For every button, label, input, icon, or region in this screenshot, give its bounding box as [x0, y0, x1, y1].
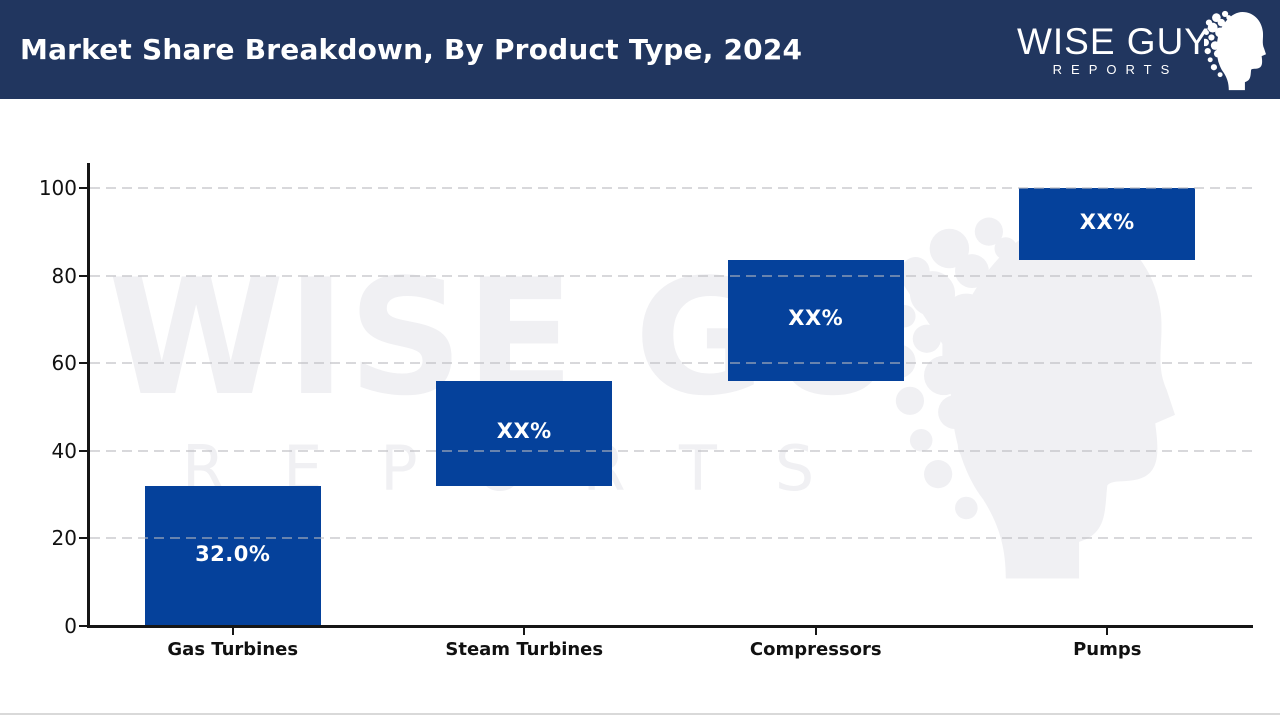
x-axis	[87, 625, 1253, 628]
y-tick-label: 80	[51, 263, 77, 288]
bar-value-label: 32.0%	[195, 541, 271, 566]
y-tickmark	[79, 187, 87, 189]
logo-wordmark: WISE GUY	[1016, 20, 1210, 62]
gridline	[90, 449, 1253, 452]
x-tickmark	[523, 628, 526, 635]
y-tickmark	[79, 362, 87, 365]
y-tick-label: 60	[51, 351, 77, 376]
bar-segment[interactable]	[727, 260, 904, 381]
watermark-head-dots-icon	[893, 217, 1175, 579]
header-bar: Market Share Breakdown, By Product Type,…	[0, 0, 1280, 99]
category-label: Compressors	[749, 639, 882, 660]
bar-segment[interactable]	[144, 485, 321, 626]
gridline	[90, 274, 1253, 277]
logo-text: WISE GUY REPORTS	[1016, 20, 1210, 78]
logo-head-dots-icon	[1204, 10, 1266, 90]
y-tickmark	[79, 625, 87, 627]
bottom-divider	[0, 713, 1280, 715]
bar-value-label: XX%	[788, 306, 844, 331]
y-axis	[87, 163, 90, 628]
gridline	[90, 362, 1253, 365]
category-label: Gas Turbines	[167, 639, 299, 660]
bar-segment[interactable]	[436, 380, 613, 486]
category-label: Pumps	[1073, 639, 1142, 660]
y-tick-label: 0	[64, 614, 77, 638]
x-tickmark	[231, 628, 234, 635]
y-tickmark	[79, 449, 87, 452]
logo-subtitle: REPORTS	[1052, 62, 1179, 78]
x-tickmark	[814, 628, 817, 635]
y-tickmark	[79, 537, 87, 540]
page-title: Market Share Breakdown, By Product Type,…	[20, 33, 803, 66]
x-tickmark	[1106, 628, 1109, 635]
bar-value-label: XX%	[1079, 210, 1135, 235]
bar-segment[interactable]	[1019, 188, 1196, 261]
gridline	[90, 537, 1253, 540]
wise-guy-logo: WISE GUY REPORTS	[1017, 6, 1266, 94]
y-tickmark	[79, 274, 87, 277]
y-tick-label: 40	[51, 438, 77, 463]
bar-value-label: XX%	[496, 419, 552, 444]
gridline	[90, 187, 1253, 189]
y-tick-label: 100	[38, 176, 77, 200]
y-tick-label: 20	[51, 526, 77, 551]
category-label: Steam Turbines	[445, 639, 604, 660]
